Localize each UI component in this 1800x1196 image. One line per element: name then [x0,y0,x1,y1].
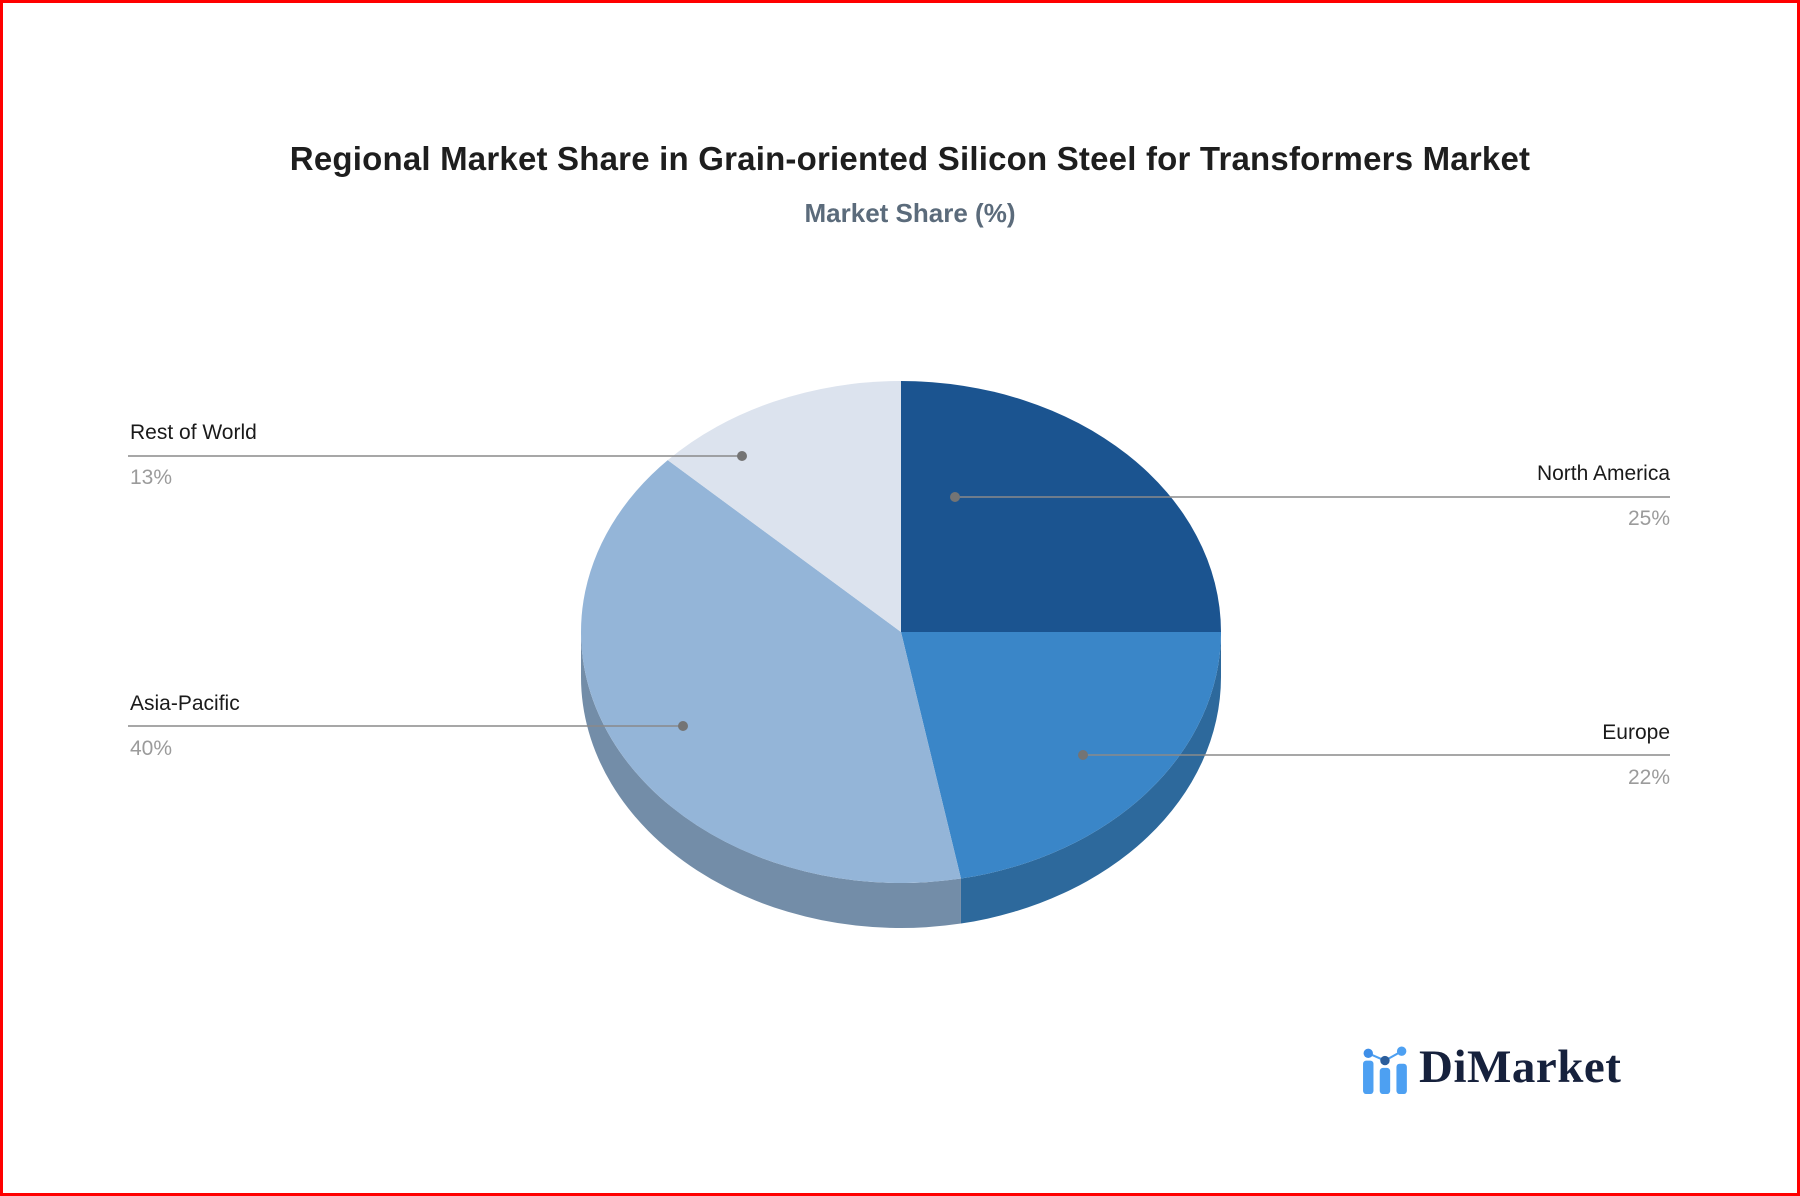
connector-dot-europe [1078,750,1088,760]
pie-slice-rest-of-world[interactable] [667,381,901,632]
connector-dot-rest-of-world [737,451,747,461]
connector-dot-asia-pacific [678,721,688,731]
chart-subtitle: Market Share (%) [804,198,1016,228]
label-value: 13% [130,466,173,489]
label-europe: Europe 22% [1602,721,1670,790]
connector-dot-north-america [950,492,960,502]
pie-slice-depth-europe [960,632,1221,924]
label-value: 25% [1627,507,1670,530]
label-asia-pacific: Asia-Pacific 40% [130,692,240,761]
label-north-america: North America 25% [1537,462,1670,531]
label-value: 40% [130,737,173,760]
pie-slice-asia-pacific[interactable] [580,460,961,883]
label-value: 22% [1627,766,1670,789]
pie-slice-north-america[interactable] [901,381,1221,632]
chart-title: Regional Market Share in Grain-oriented … [289,140,1531,177]
pie-slice-europe[interactable] [901,632,1221,879]
label-name: Asia-Pacific [130,692,240,715]
label-name: Europe [1602,721,1670,744]
dimarket-logo: DiMarket [1363,1036,1621,1098]
label-name: Rest of World [130,421,257,444]
logo-text: DiMarket [1419,1041,1622,1093]
pie-slice-depth-asia-pacific [581,632,961,928]
label-rest-of-world: Rest of World 13% [130,421,257,490]
label-name: North America [1536,462,1670,485]
bar-line-chart-icon [1363,1046,1407,1094]
